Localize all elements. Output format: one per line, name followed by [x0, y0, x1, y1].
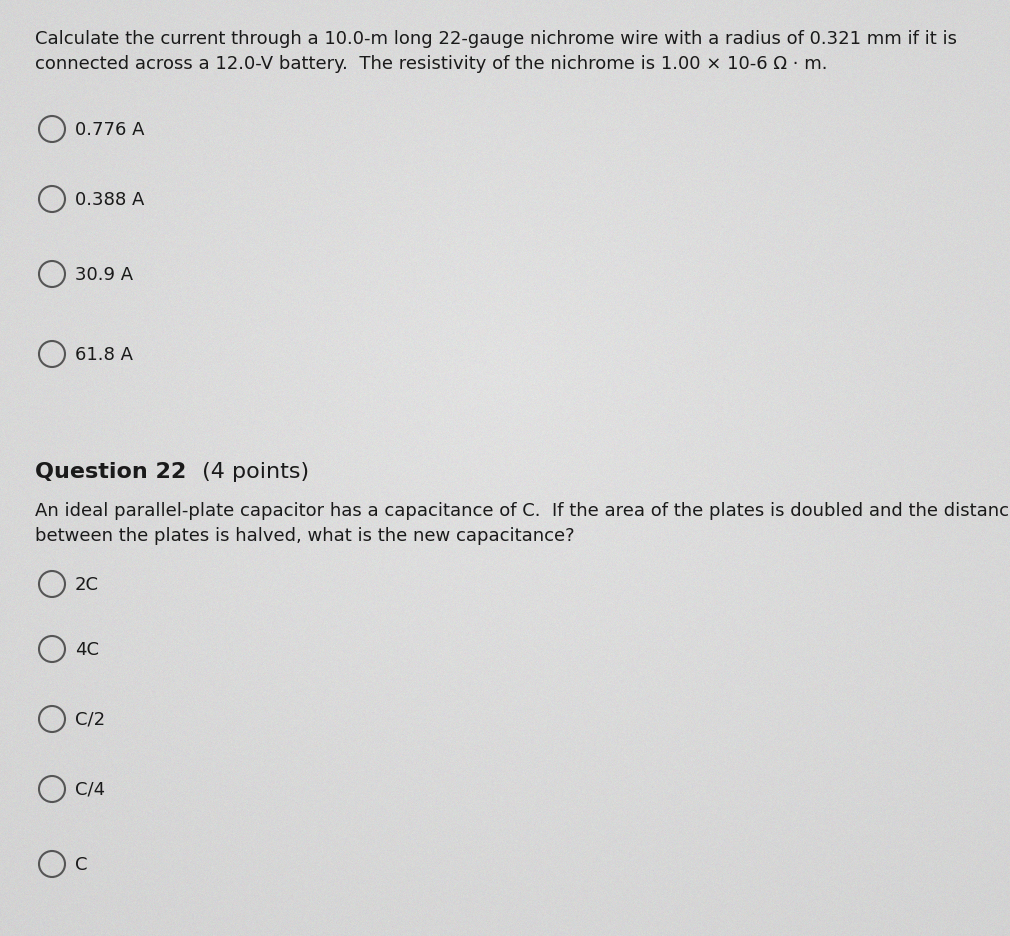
Text: An ideal parallel-plate capacitor has a capacitance of C.  If the area of the pl: An ideal parallel-plate capacitor has a … [35, 502, 1010, 519]
Text: (4 points): (4 points) [195, 461, 309, 481]
Text: 0.388 A: 0.388 A [75, 191, 144, 209]
Text: Question 22: Question 22 [35, 461, 186, 481]
Text: C: C [75, 856, 88, 873]
Text: C/4: C/4 [75, 781, 105, 798]
Text: C/2: C/2 [75, 710, 105, 728]
Text: Calculate the current through a 10.0-m long 22-gauge nichrome wire with a radius: Calculate the current through a 10.0-m l… [35, 30, 957, 48]
Text: 61.8 A: 61.8 A [75, 345, 133, 363]
Text: 2C: 2C [75, 576, 99, 593]
Text: 0.776 A: 0.776 A [75, 121, 144, 139]
Text: 4C: 4C [75, 640, 99, 658]
Text: connected across a 12.0-V battery.  The resistivity of the nichrome is 1.00 × 10: connected across a 12.0-V battery. The r… [35, 55, 827, 73]
Text: between the plates is halved, what is the new capacitance?: between the plates is halved, what is th… [35, 526, 575, 545]
Text: 30.9 A: 30.9 A [75, 266, 133, 284]
